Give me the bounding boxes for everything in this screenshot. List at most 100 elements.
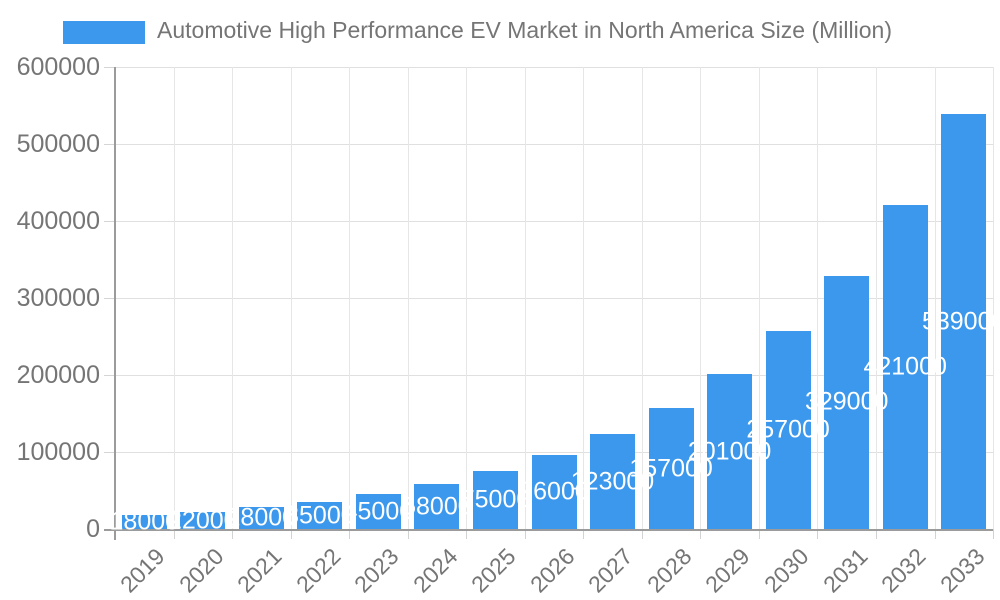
x-axis-label: 2032 [876,543,931,598]
bar[interactable] [765,331,811,529]
y-tick [104,375,115,376]
x-axis-label: 2029 [700,543,755,598]
y-axis-label: 400000 [16,207,100,235]
bar-value-label: 28000 [226,503,297,532]
bar-value-label: 35000 [285,501,355,529]
bar[interactable] [531,455,577,529]
y-gridline [115,452,993,453]
y-axis-line [114,67,116,540]
x-axis-label: 2033 [934,543,990,598]
bar[interactable] [121,515,167,529]
x-tick [173,529,175,539]
x-gridline [700,67,702,529]
bar-value-label: 22000 [168,506,238,534]
x-axis-label: 2026 [524,543,580,598]
x-gridline [232,67,234,529]
x-gridline [993,67,994,529]
bar-value-label: 539000 [921,307,1000,335]
x-axis-label: 2019 [115,543,170,598]
bar[interactable] [414,484,460,529]
x-axis-label: 2030 [758,543,814,598]
x-tick [466,529,468,539]
y-tick [104,221,115,222]
x-tick [817,529,819,539]
bar[interactable] [882,204,928,529]
y-gridline [115,67,993,68]
bar-value-label: 201000 [687,437,772,466]
x-tick [758,529,760,539]
bar-value-label: 18000 [109,507,180,536]
bar-value-label: 257000 [746,415,830,444]
y-tick [104,67,115,68]
bar-value-label: 45000 [343,497,414,526]
x-tick [290,529,292,539]
x-tick [641,529,643,539]
bar-value-label: 123000 [570,467,655,496]
y-tick [104,144,115,145]
x-gridline [934,67,936,529]
x-gridline [173,67,175,529]
bar-value-label: 329000 [804,387,889,416]
x-axis-label: 2023 [349,543,404,598]
x-tick [700,529,702,539]
y-gridline [115,144,993,145]
x-axis-line [104,529,993,531]
bar[interactable] [180,512,226,529]
bar-value-label: 58000 [402,492,472,521]
bar[interactable] [297,502,343,529]
x-gridline [817,67,819,529]
x-gridline [290,67,292,529]
x-axis-label: 2021 [232,543,287,598]
x-tick [232,529,234,539]
x-tick [583,529,585,539]
y-axis-label: 200000 [16,361,100,389]
y-axis-label: 600000 [16,53,100,81]
bar[interactable] [590,434,635,529]
x-tick [934,529,936,539]
x-axis-label: 2031 [817,543,873,598]
x-axis-label: 2024 [407,543,463,598]
x-tick [993,529,994,539]
bar-value-label: 421000 [863,352,947,381]
x-axis-label: 2027 [583,543,638,598]
bar[interactable] [355,494,401,529]
legend-swatch [63,20,145,44]
y-tick [104,298,115,299]
x-gridline [349,67,351,529]
y-axis-label: 100000 [16,438,100,466]
x-axis-label: 2022 [290,543,346,598]
y-tick [104,452,115,453]
y-gridline [115,221,993,222]
bar[interactable] [707,374,753,529]
bar[interactable] [238,507,284,529]
x-gridline [641,67,643,529]
x-tick [524,529,526,539]
x-axis-label: 2020 [173,543,229,598]
x-tick [349,529,351,539]
bar-value-label: 75000 [460,485,531,514]
chart-title: Automotive High Performance EV Market in… [157,17,892,43]
bar[interactable] [824,275,870,529]
x-axis-label: 2025 [466,543,521,598]
y-gridline [115,298,993,299]
bar-value-label: 157000 [629,454,713,483]
x-gridline [466,67,468,529]
y-axis-label: 300000 [16,284,100,312]
y-gridline [115,375,993,376]
bar[interactable] [473,471,518,530]
legend-item[interactable]: Automotive High Performance EV Market in… [63,17,892,44]
x-gridline [875,67,877,529]
y-axis-label: 500000 [16,130,100,158]
x-gridline [758,67,760,529]
x-gridline [407,67,409,529]
x-tick [407,529,409,539]
x-tick [875,529,877,539]
x-axis-label: 2028 [641,543,697,598]
x-gridline [583,67,585,529]
x-gridline [524,67,526,529]
bar-value-label: 96000 [519,477,589,506]
bar[interactable] [648,408,694,529]
bar[interactable] [941,114,987,529]
